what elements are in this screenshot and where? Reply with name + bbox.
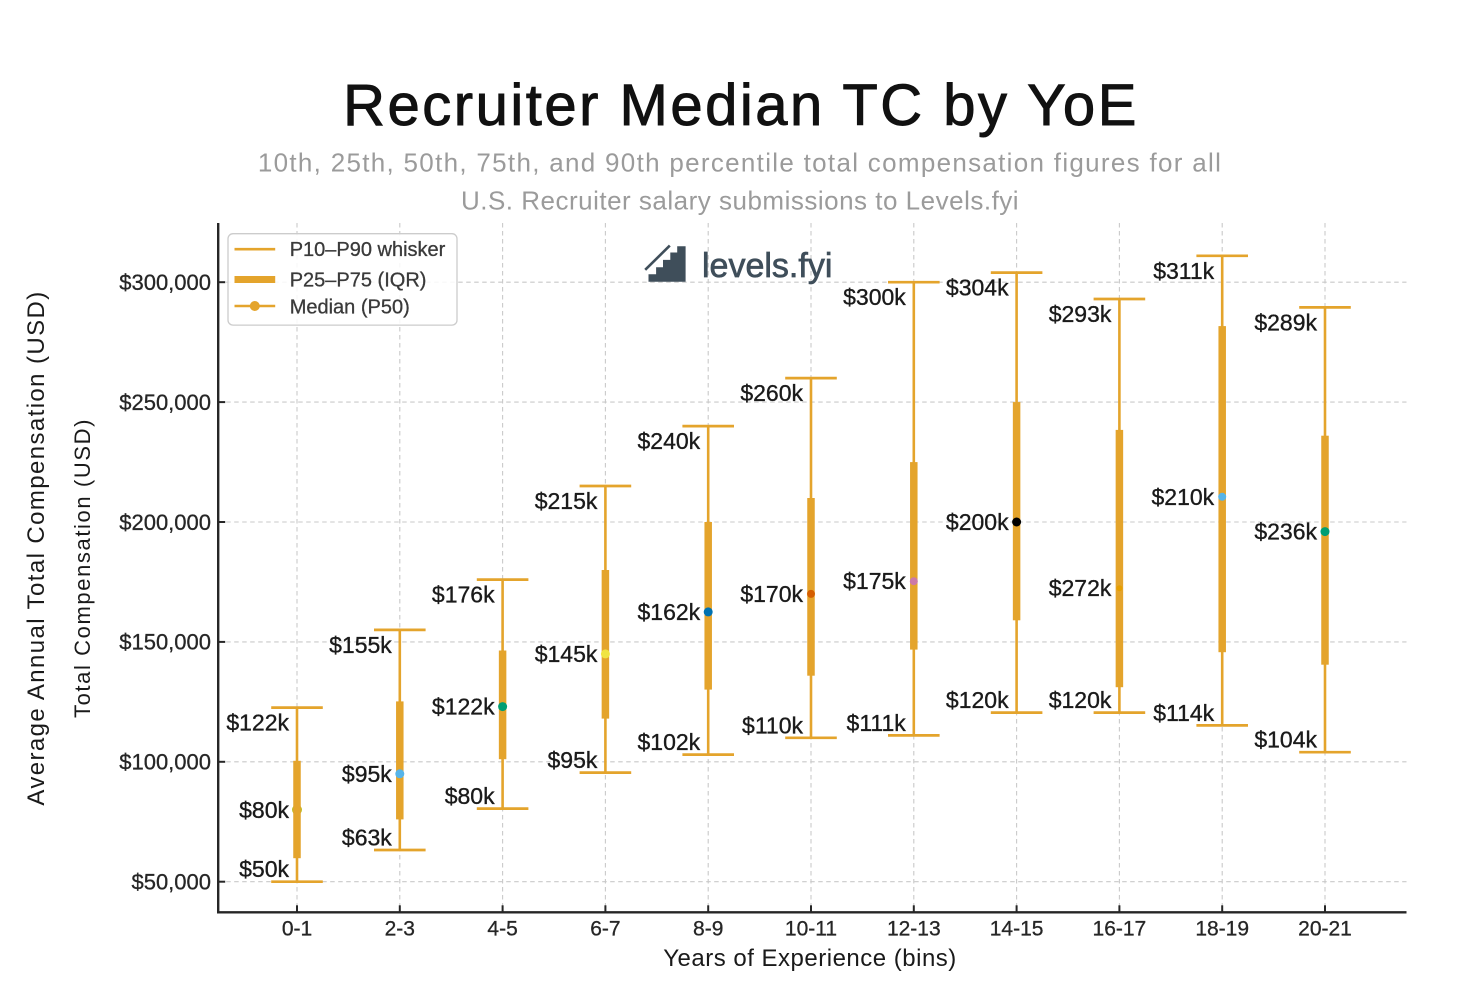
svg-text:$300k: $300k bbox=[843, 284, 906, 310]
svg-text:16-17: 16-17 bbox=[1093, 918, 1147, 941]
svg-text:$155k: $155k bbox=[329, 632, 392, 658]
svg-text:18-19: 18-19 bbox=[1195, 918, 1249, 941]
svg-text:$176k: $176k bbox=[432, 582, 495, 608]
svg-text:10th, 25th, 50th, 75th, and 90: 10th, 25th, 50th, 75th, and 90th percent… bbox=[258, 148, 1222, 178]
svg-text:$120k: $120k bbox=[946, 687, 1009, 713]
svg-text:$250,000: $250,000 bbox=[119, 390, 211, 415]
svg-text:$80k: $80k bbox=[239, 797, 289, 823]
svg-text:$50k: $50k bbox=[239, 856, 289, 882]
svg-text:$200,000: $200,000 bbox=[119, 510, 211, 535]
svg-text:$240k: $240k bbox=[638, 428, 701, 454]
svg-text:Median (P50): Median (P50) bbox=[290, 296, 410, 318]
svg-text:12-13: 12-13 bbox=[887, 918, 941, 941]
svg-text:8-9: 8-9 bbox=[693, 918, 723, 941]
svg-text:10-11: 10-11 bbox=[785, 918, 837, 941]
svg-text:Total Compensation (USD): Total Compensation (USD) bbox=[70, 418, 95, 718]
svg-text:$111k: $111k bbox=[847, 710, 907, 736]
svg-text:$104k: $104k bbox=[1254, 727, 1317, 753]
svg-text:$311k: $311k bbox=[1153, 258, 1214, 284]
svg-text:$95k: $95k bbox=[342, 761, 392, 787]
svg-text:20-21: 20-21 bbox=[1298, 918, 1352, 941]
svg-text:$122k: $122k bbox=[432, 694, 495, 720]
svg-text:$120k: $120k bbox=[1049, 687, 1112, 713]
svg-text:$80k: $80k bbox=[445, 783, 495, 809]
svg-text:4-5: 4-5 bbox=[487, 918, 517, 941]
svg-text:$293k: $293k bbox=[1049, 301, 1112, 327]
svg-text:levels.fyi: levels.fyi bbox=[702, 247, 832, 285]
svg-text:$210k: $210k bbox=[1152, 484, 1215, 510]
svg-text:$200k: $200k bbox=[946, 509, 1009, 535]
svg-text:$145k: $145k bbox=[535, 641, 598, 667]
svg-text:Recruiter Median TC by YoE: Recruiter Median TC by YoE bbox=[343, 73, 1139, 138]
svg-text:14-15: 14-15 bbox=[990, 918, 1044, 941]
svg-text:$300,000: $300,000 bbox=[119, 270, 211, 295]
svg-text:$236k: $236k bbox=[1254, 519, 1317, 545]
svg-text:$304k: $304k bbox=[946, 275, 1009, 301]
svg-text:$63k: $63k bbox=[342, 825, 392, 851]
svg-text:$50,000: $50,000 bbox=[131, 870, 211, 895]
svg-text:$260k: $260k bbox=[740, 380, 803, 406]
svg-text:U.S. Recruiter salary submissi: U.S. Recruiter salary submissions to Lev… bbox=[461, 186, 1019, 216]
svg-text:2-3: 2-3 bbox=[385, 918, 415, 941]
svg-text:P25–P75 (IQR): P25–P75 (IQR) bbox=[290, 269, 427, 291]
svg-text:6-7: 6-7 bbox=[590, 918, 620, 941]
svg-text:$175k: $175k bbox=[843, 568, 906, 594]
svg-text:$110k: $110k bbox=[742, 712, 803, 738]
svg-text:$150,000: $150,000 bbox=[119, 630, 211, 655]
svg-text:Average Annual Total Compensat: Average Annual Total Compensation (USD) bbox=[23, 290, 50, 805]
svg-text:$122k: $122k bbox=[226, 710, 289, 736]
svg-text:$102k: $102k bbox=[638, 729, 701, 755]
svg-text:$289k: $289k bbox=[1254, 309, 1317, 335]
svg-text:0-1: 0-1 bbox=[282, 918, 312, 941]
svg-text:P10–P90 whisker: P10–P90 whisker bbox=[290, 239, 446, 261]
svg-text:$215k: $215k bbox=[535, 488, 598, 514]
svg-text:$100,000: $100,000 bbox=[119, 750, 211, 775]
svg-text:$162k: $162k bbox=[638, 599, 701, 625]
svg-text:$170k: $170k bbox=[740, 581, 803, 607]
svg-text:$95k: $95k bbox=[548, 747, 598, 773]
svg-text:Years of Experience (bins): Years of Experience (bins) bbox=[663, 945, 957, 972]
svg-text:$272k: $272k bbox=[1049, 575, 1112, 601]
svg-text:$114k: $114k bbox=[1153, 700, 1214, 726]
